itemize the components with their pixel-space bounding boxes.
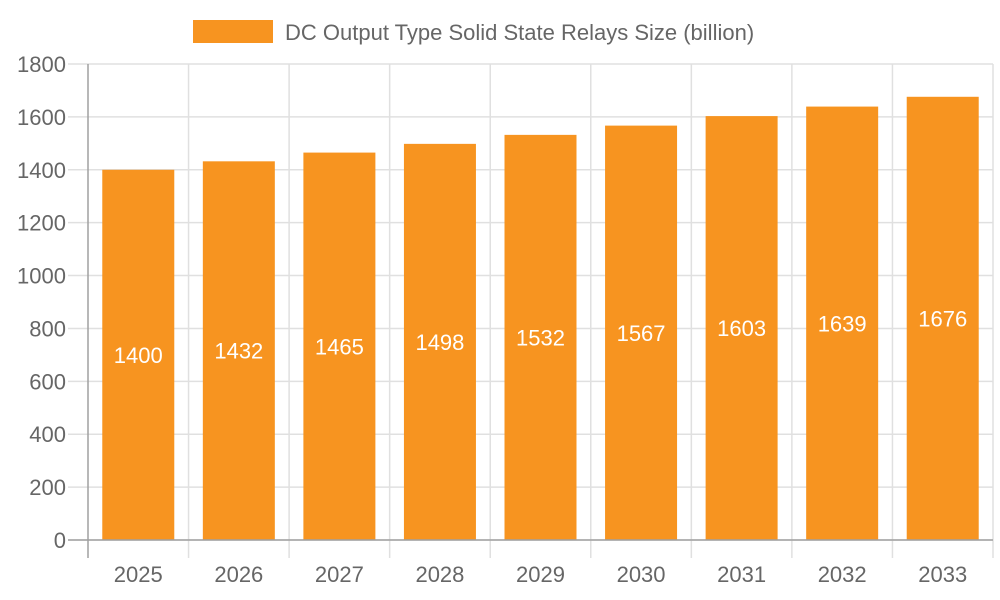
data-label: 1676 [918, 306, 967, 331]
y-tick-label: 800 [29, 316, 66, 341]
x-tick-label: 2028 [415, 562, 464, 587]
axes: 0 200 400 600 800 1000 1200 1400 1600 1800 2025 202… [17, 52, 993, 587]
bar-2026 [202, 161, 275, 540]
y-tick-label: 1800 [17, 52, 66, 77]
data-label: 1498 [415, 330, 464, 355]
data-label: 1432 [214, 339, 263, 364]
legend[interactable]: DC Output Type Solid State Relays Size (… [193, 20, 754, 45]
bar-2029 [504, 134, 577, 541]
x-tick-label: 2033 [918, 562, 967, 587]
y-tick-label: 1400 [17, 158, 66, 183]
bar-2031 [705, 116, 778, 541]
legend-label: DC Output Type Solid State Relays Size (… [285, 20, 754, 45]
bar-2032 [806, 106, 879, 540]
x-tick-label: 2029 [516, 562, 565, 587]
y-tick-label: 0 [54, 528, 66, 553]
y-tick-label: 1200 [17, 211, 66, 236]
x-tick-label: 2027 [315, 562, 364, 587]
y-tick-label: 1000 [17, 264, 66, 289]
data-label: 1603 [717, 316, 766, 341]
y-tick-label: 200 [29, 475, 66, 500]
data-label: 1532 [516, 325, 565, 350]
data-label: 1465 [315, 334, 364, 359]
data-label: 1567 [617, 321, 666, 346]
y-tick-label: 1600 [17, 105, 66, 130]
bar-2033 [906, 96, 979, 541]
x-tick-label: 2026 [214, 562, 263, 587]
data-label: 1400 [114, 343, 163, 368]
y-tick-label: 400 [29, 422, 66, 447]
x-tick-label: 2025 [114, 562, 163, 587]
bar-2028 [403, 143, 476, 540]
x-tick-label: 2030 [617, 562, 666, 587]
bar-2027 [303, 152, 376, 541]
x-tick-label: 2032 [818, 562, 867, 587]
data-label: 1639 [818, 311, 867, 336]
bar-2025 [102, 169, 175, 540]
legend-swatch [193, 20, 273, 43]
y-tick-label: 600 [29, 369, 66, 394]
bars: 1400 1432 1465 1498 1532 1567 1603 1639 1676 [102, 96, 979, 541]
bar-2030 [605, 125, 678, 541]
x-tick-label: 2031 [717, 562, 766, 587]
